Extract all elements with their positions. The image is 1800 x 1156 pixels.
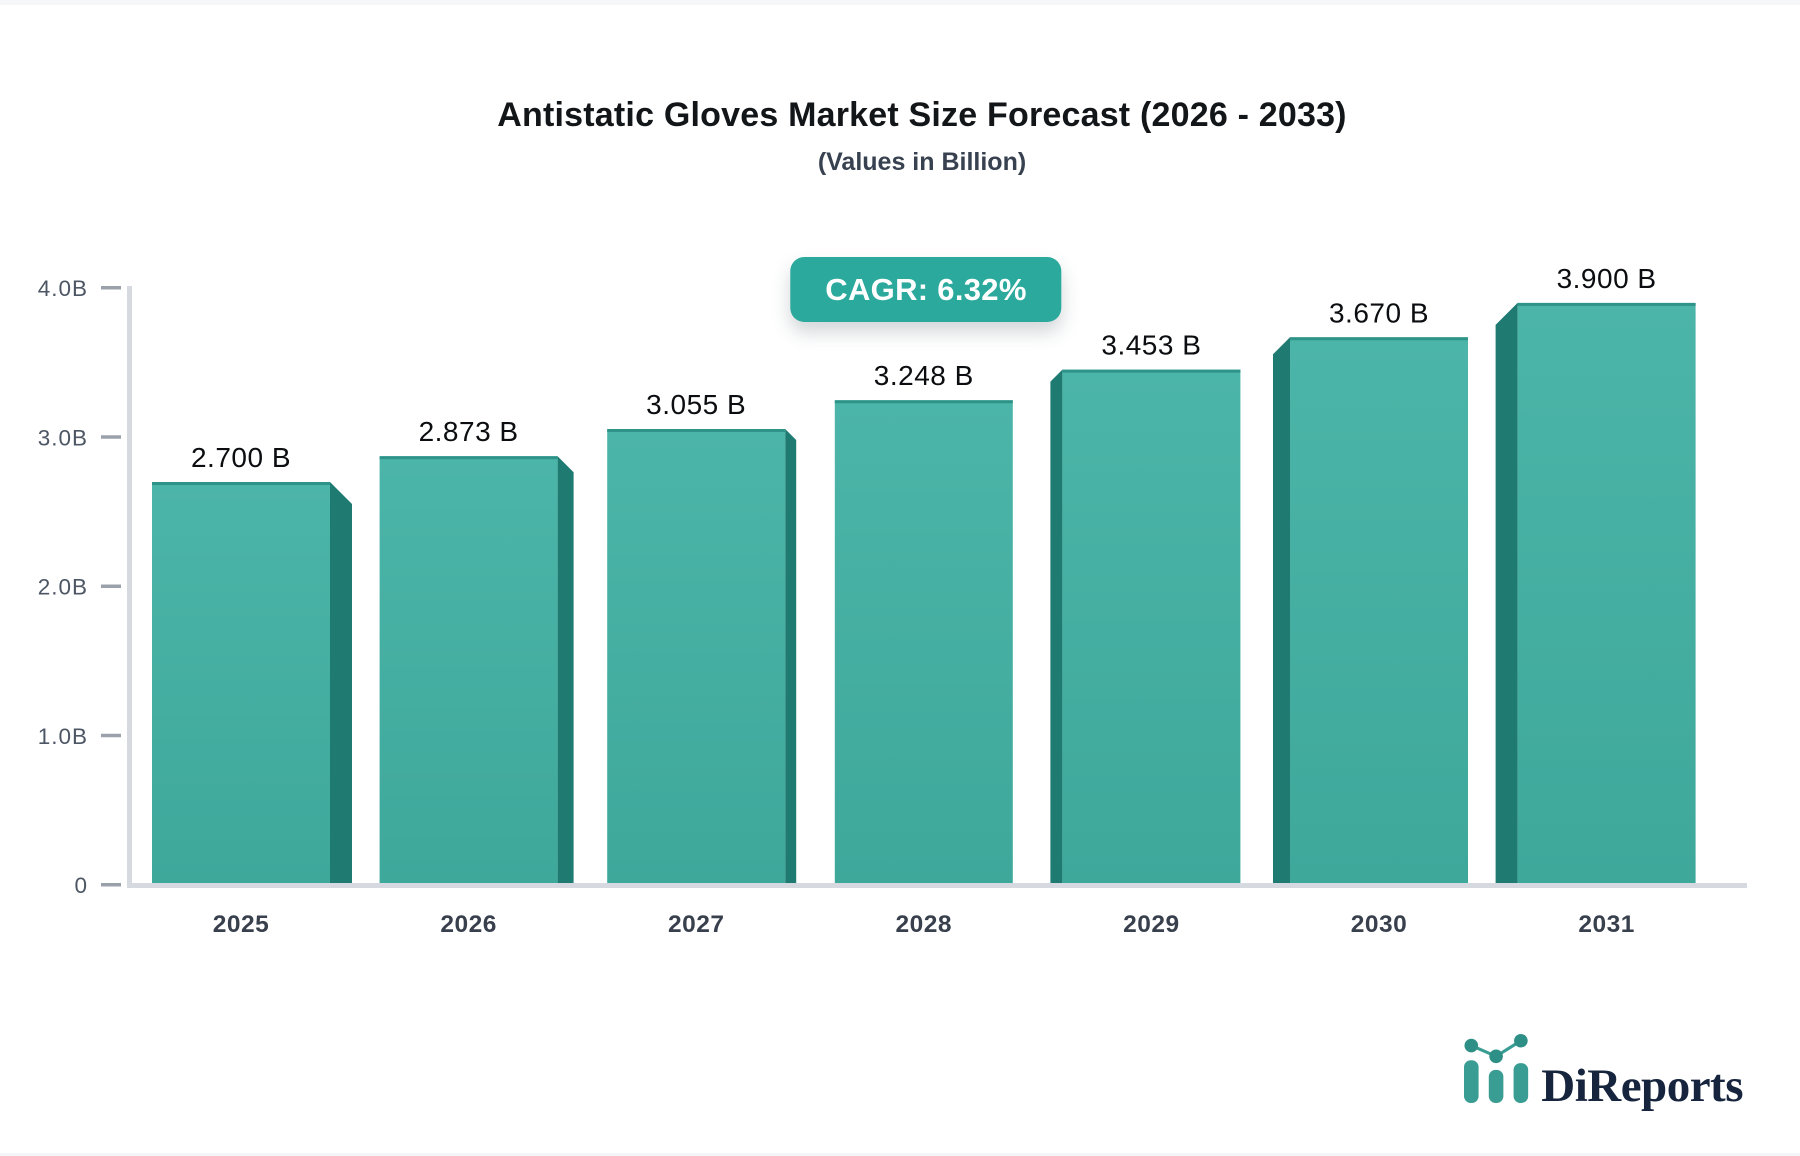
bar-face [379, 456, 558, 883]
bar-3d-side [1495, 302, 1518, 883]
x-axis-label: 2031 [1578, 911, 1635, 938]
bar-top-edge [1062, 369, 1241, 373]
bar-3d-side [557, 456, 574, 883]
y-axis-line [127, 286, 132, 886]
direports-logo: DiReports [1464, 1028, 1743, 1113]
bar-top-edge [1517, 302, 1696, 306]
bar-face [1290, 337, 1468, 883]
bar-top-edge [834, 400, 1013, 404]
bar-value-label: 3.670 B [1329, 297, 1429, 328]
y-axis-tick [101, 584, 121, 588]
bar-2029[interactable]: 3.453 B 2029 [1050, 330, 1241, 938]
bar-top-edge [1290, 337, 1468, 341]
bar-3d-side [785, 429, 797, 883]
y-axis-tick [101, 883, 121, 887]
logo-text: DiReports [1541, 1060, 1743, 1113]
bar-3d-side [330, 482, 352, 883]
bar-2031[interactable]: 3.900 B 2031 [1495, 263, 1696, 938]
y-axis-label: 0 [74, 873, 88, 898]
bar-face [1062, 369, 1241, 883]
y-axis-label: 1.0B [38, 724, 88, 749]
bar-value-label: 2.700 B [191, 442, 291, 473]
x-axis-label: 2027 [668, 911, 725, 938]
bar-face [152, 482, 330, 883]
x-axis-label: 2028 [896, 911, 953, 938]
bar-2027[interactable]: 3.055 B 2027 [607, 389, 797, 938]
y-axis-label: 3.0B [38, 425, 88, 450]
bar-value-label: 3.900 B [1557, 263, 1657, 294]
y-axis-tick [101, 435, 121, 439]
bar-face [1517, 302, 1696, 883]
bar-2028[interactable]: 3.248 B 2028 [834, 360, 1013, 938]
x-axis-label: 2030 [1351, 911, 1408, 938]
x-axis-line [127, 883, 1747, 888]
bar-top-edge [152, 482, 330, 486]
y-axis-label: 2.0B [38, 575, 88, 600]
bar-value-label: 2.873 B [419, 416, 519, 447]
bar-3d-side [1050, 369, 1063, 883]
bar-top-edge [607, 429, 786, 433]
y-axis-label: 4.0B [38, 276, 88, 301]
y-axis-tick [101, 733, 121, 738]
bar-value-label: 3.453 B [1101, 330, 1201, 361]
bar-3d-side [1273, 337, 1290, 883]
x-axis-label: 2025 [213, 911, 270, 938]
bar-top-edge [379, 456, 558, 460]
bar-2030[interactable]: 3.670 B 2030 [1273, 297, 1468, 938]
bar-face [607, 429, 786, 883]
y-axis-tick [101, 286, 121, 290]
bar-value-label: 3.055 B [646, 389, 746, 420]
bar-face [834, 400, 1013, 883]
x-axis-label: 2026 [440, 911, 497, 938]
bar-2025[interactable]: 2.700 B 2025 [152, 442, 352, 938]
x-axis-label: 2029 [1123, 911, 1180, 938]
bar-2026[interactable]: 2.873 B 2026 [379, 416, 574, 938]
mini-bar-chart-icon [1464, 1033, 1529, 1103]
bar-value-label: 3.248 B [874, 360, 974, 391]
